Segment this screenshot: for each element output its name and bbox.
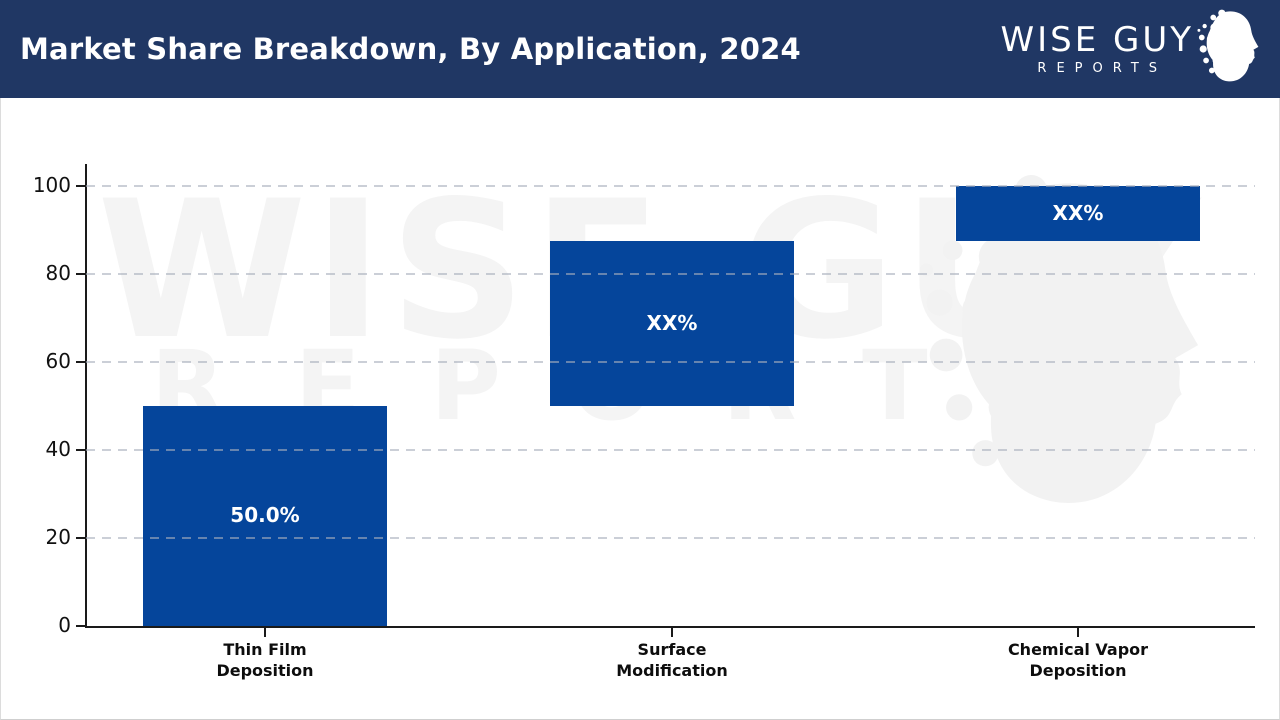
page-title: Market Share Breakdown, By Application, … [20, 32, 801, 66]
bar-segment [143, 406, 387, 626]
y-tick-mark [76, 625, 85, 627]
y-tick-label: 40 [45, 437, 71, 461]
x-tick-mark [264, 628, 266, 637]
logo-wordmark: WISE GUY [1000, 20, 1194, 60]
bar-segment [956, 186, 1200, 241]
grid-line [86, 185, 1255, 187]
header-bar: Market Share Breakdown, By Application, … [0, 0, 1280, 98]
y-tick-label: 80 [45, 261, 71, 285]
grid-line [86, 361, 1255, 363]
logo-text: WISE GUY REPORTS [1000, 22, 1194, 76]
x-axis-line [85, 626, 1255, 628]
x-tick-mark [671, 628, 673, 637]
y-tick-mark [76, 361, 85, 363]
bar-value-label: XX% [646, 310, 698, 335]
grid-line [86, 537, 1255, 539]
bar-value-label: XX% [1052, 200, 1104, 225]
x-category-label: Surface Modification [616, 640, 728, 680]
y-tick-label: 60 [45, 349, 71, 373]
y-axis-line [85, 164, 87, 628]
y-tick-label: 20 [45, 525, 71, 549]
x-category-label: Chemical Vapor Deposition [1007, 640, 1149, 680]
x-tick-mark [1077, 628, 1079, 637]
bar-segment [550, 241, 794, 406]
grid-line [86, 273, 1255, 275]
logo-subtitle: REPORTS [1037, 61, 1168, 76]
y-tick-mark [76, 273, 85, 275]
x-category-label: Thin Film Deposition [216, 640, 314, 680]
y-tick-mark [76, 537, 85, 539]
y-tick-label: 0 [58, 613, 71, 637]
y-tick-mark [76, 185, 85, 187]
y-tick-label: 100 [32, 173, 71, 197]
wise-guy-reports-logo: WISE GUY REPORTS [1000, 6, 1266, 92]
bar-value-label: 50.0% [230, 503, 300, 527]
logo-head-icon [1197, 9, 1259, 82]
y-tick-mark [76, 449, 85, 451]
grid-line [86, 449, 1255, 451]
